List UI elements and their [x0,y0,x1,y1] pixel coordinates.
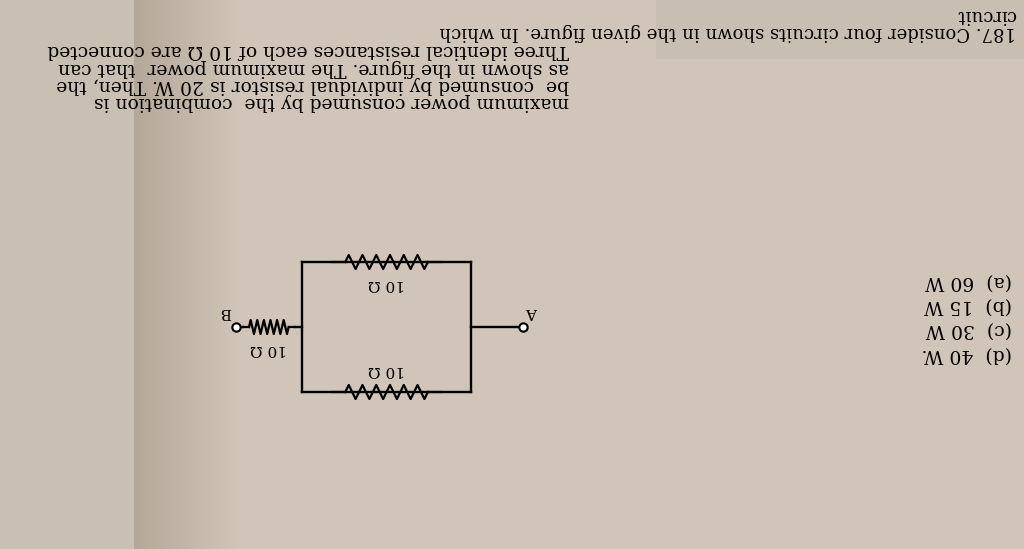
Text: 10 Ω: 10 Ω [368,363,406,377]
FancyBboxPatch shape [655,0,1024,59]
Text: (a)  60 W: (a) 60 W [925,272,1012,290]
Text: A: A [527,305,538,319]
Text: 10 Ω: 10 Ω [368,277,406,291]
Text: circuit: circuit [956,6,1016,24]
Text: 187. Consider four circuits shown in the given figure. In which: 187. Consider four circuits shown in the… [439,23,1016,41]
Text: maximum power consumed by the  combination is: maximum power consumed by the combinatio… [93,93,568,111]
Text: be  consumed by individual resistor is 20 W. Then, the: be consumed by individual resistor is 20… [56,76,568,94]
Text: (b)  15 W: (b) 15 W [924,296,1012,314]
Text: B: B [220,305,231,319]
FancyBboxPatch shape [134,0,1024,549]
Text: (c)  30 W: (c) 30 W [926,320,1012,338]
Text: Three identical resistances each of 10 Ω are connected: Three identical resistances each of 10 Ω… [47,41,568,59]
Text: (d)  40 W.: (d) 40 W. [922,345,1012,363]
Text: 10 Ω: 10 Ω [250,342,288,356]
Text: as shown in the figure. The maximum power  that can: as shown in the figure. The maximum powe… [57,59,568,77]
